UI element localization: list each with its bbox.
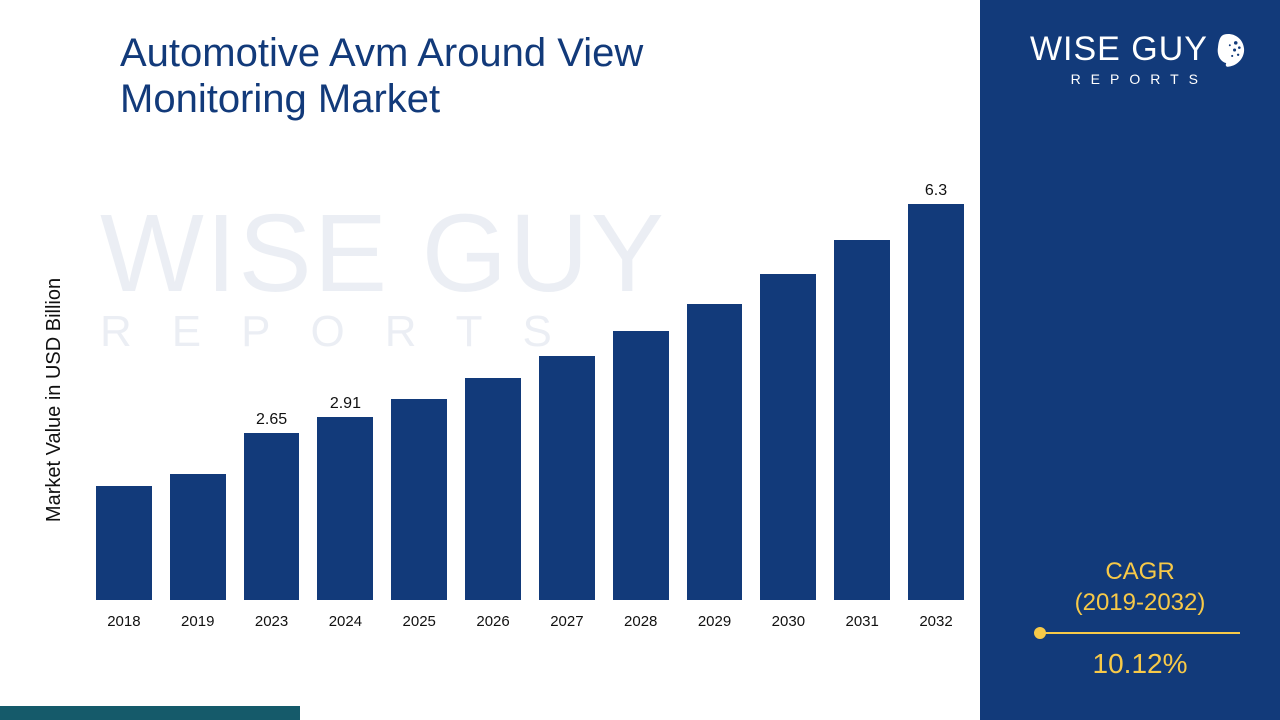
x-tick-label: 2029 [687,613,743,630]
x-tick-label: 2023 [244,613,300,630]
bar-column: 2.91 [317,160,373,600]
ai-head-icon [1212,31,1250,69]
x-tick-label: 2026 [465,613,521,630]
x-tick-label: 2018 [96,613,152,630]
x-tick-label: 2032 [908,613,964,630]
bar [613,331,669,600]
bar-column [834,160,890,600]
cagr-value: 10.12% [1030,648,1250,680]
bar [317,417,373,600]
bar-value-label: 2.65 [256,411,287,429]
bar [834,240,890,600]
bar [539,356,595,600]
bar-column [391,160,447,600]
bar-column [170,160,226,600]
bar-column [613,160,669,600]
bar-column [760,160,816,600]
bar-column [539,160,595,600]
bar [465,378,521,600]
x-tick-label: 2030 [760,613,816,630]
bar [244,433,300,600]
brand-sub: REPORTS [1000,71,1250,87]
bar-column: 6.3 [908,160,964,600]
bar-column [96,160,152,600]
chart-area: Market Value in USD Billion 2.652.916.3 … [30,160,970,640]
bar-value-label: 2.91 [330,395,361,413]
plot-region: 2.65 2.91 6.3 [90,160,970,600]
bar [391,399,447,600]
x-tick-label: 2028 [613,613,669,630]
bar-column [687,160,743,600]
bar [170,474,226,600]
bar [687,304,743,600]
bar-value-label: 6.3 [925,182,947,200]
bar [760,274,816,600]
infographic-stage: WISE GUY REPORTS Automotive Avm Around V… [0,0,1280,720]
x-tick-label: 2024 [317,613,373,630]
brand-name: WISE GUY [1030,30,1208,69]
bars-container: 2.65 2.91 6.3 [90,160,970,600]
x-tick-label: 2025 [391,613,447,630]
cagr-divider [1040,632,1240,634]
cagr-label-line2: (2019-2032) [1075,589,1206,616]
y-axis-label: Market Value in USD Billion [43,278,66,522]
footer-accent-bar [0,706,300,720]
cagr-block: CAGR (2019-2032) 10.12% [1030,556,1250,680]
chart-title: Automotive Avm Around View Monitoring Ma… [120,30,840,122]
x-tick-label: 2031 [834,613,890,630]
x-axis-labels: 2018 2019 2023 2024 2025 2026 2027 2028 2029 2030… [90,613,970,630]
bar [96,486,152,600]
x-tick-label: 2019 [170,613,226,630]
bar-column [465,160,521,600]
bar-column: 2.65 [244,160,300,600]
cagr-label-line1: CAGR [1105,558,1174,585]
bar [908,204,964,600]
x-tick-label: 2027 [539,613,595,630]
cagr-label: CAGR (2019-2032) [1030,556,1250,618]
brand-logo: WISE GUY REPORTS [1000,30,1250,87]
brand-name-row: WISE GUY [1000,30,1250,69]
